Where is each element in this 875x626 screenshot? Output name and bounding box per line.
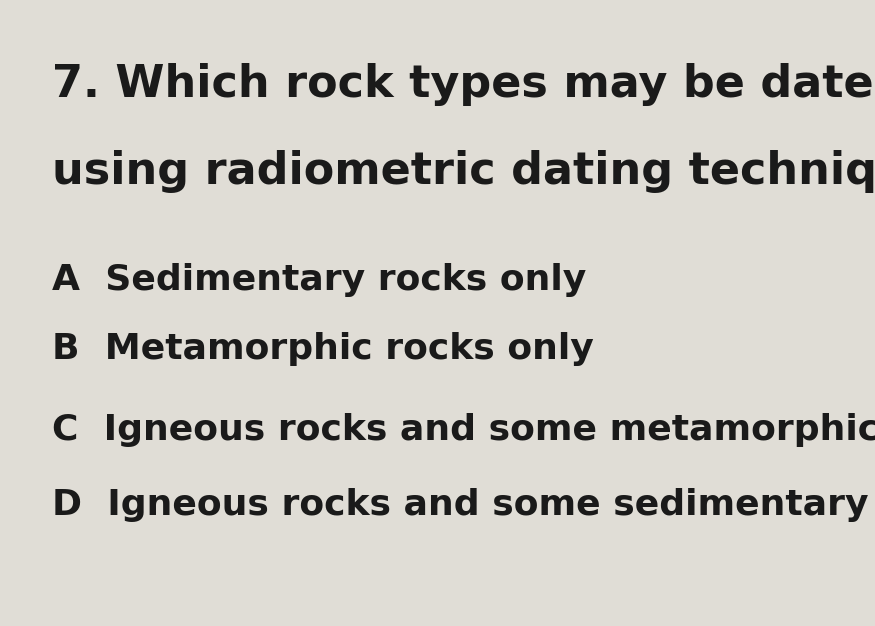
Text: A  Sedimentary rocks only: A Sedimentary rocks only [52,263,587,297]
Text: 7. Which rock types may be dated: 7. Which rock types may be dated [52,63,875,106]
Text: B  Metamorphic rocks only: B Metamorphic rocks only [52,332,594,366]
Text: using radiometric dating techniques?: using radiometric dating techniques? [52,150,875,193]
Text: C  Igneous rocks and some metamorphic rocks: C Igneous rocks and some metamorphic roc… [52,413,875,447]
Text: D  Igneous rocks and some sedimentary rocks: D Igneous rocks and some sedimentary roc… [52,488,875,522]
